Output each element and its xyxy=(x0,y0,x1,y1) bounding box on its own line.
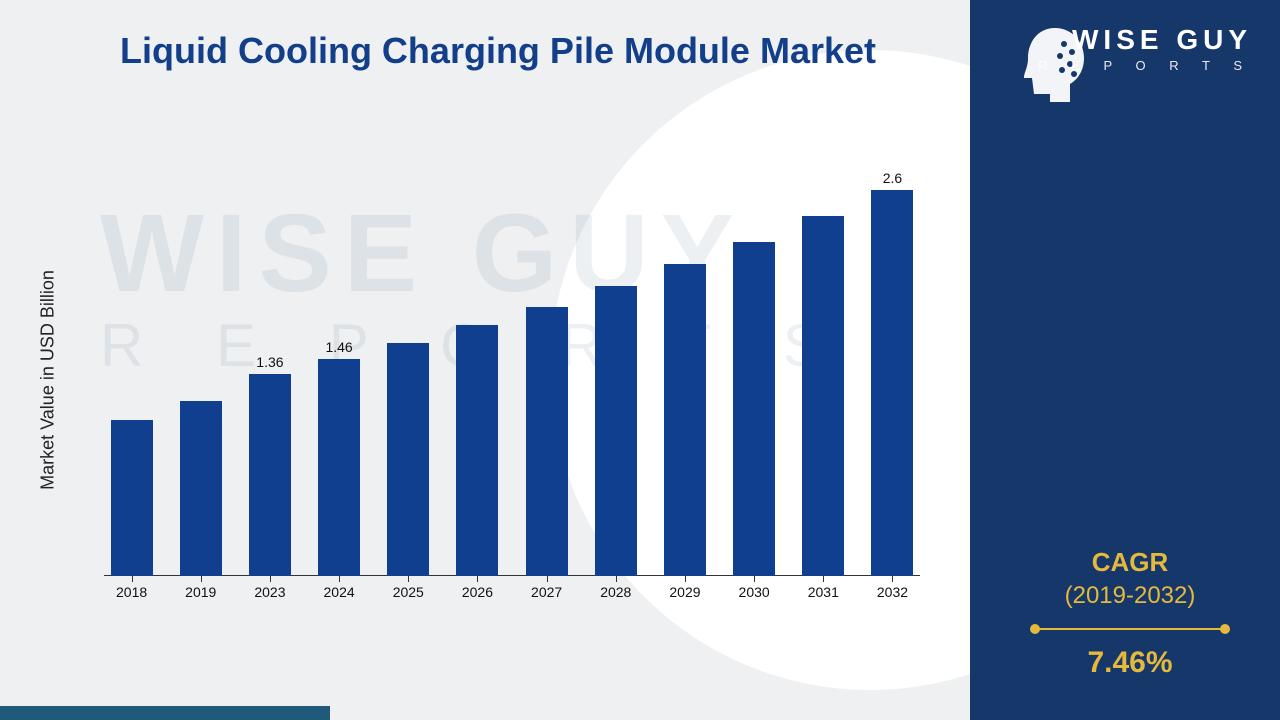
x-tick-mark xyxy=(132,576,133,582)
cagr-label: CAGR xyxy=(980,547,1280,578)
bar xyxy=(526,307,568,576)
cagr-box: CAGR (2019-2032) 7.46% xyxy=(980,547,1280,680)
x-tick-mark xyxy=(823,576,824,582)
bar xyxy=(595,286,637,576)
bar xyxy=(180,401,222,576)
cagr-period: (2019-2032) xyxy=(980,582,1280,610)
bar-chart: Market Value in USD Billion 201820192023… xyxy=(60,140,920,620)
bottom-accent-bar xyxy=(0,706,330,720)
bar xyxy=(318,359,360,576)
bar-column: 2027 xyxy=(525,160,568,576)
bar-column: 20241.46 xyxy=(318,160,361,576)
x-tick-label: 2032 xyxy=(862,584,922,600)
bars-container: 2018 2019 20231.36 20241.46 2025 2026 2027 2028… xyxy=(104,160,920,576)
x-tick-mark xyxy=(547,576,548,582)
bar-column: 2029 xyxy=(663,160,706,576)
bar-column: 20231.36 xyxy=(248,160,291,576)
x-tick-mark xyxy=(892,576,893,582)
x-tick-label: 2026 xyxy=(447,584,507,600)
cagr-divider xyxy=(1035,628,1225,630)
x-tick-label: 2019 xyxy=(171,584,231,600)
bar-column: 2031 xyxy=(802,160,845,576)
bar-value-label: 2.6 xyxy=(842,170,942,186)
y-axis-label: Market Value in USD Billion xyxy=(38,270,59,490)
x-tick-mark xyxy=(270,576,271,582)
bar-column: 2030 xyxy=(733,160,776,576)
x-tick-mark xyxy=(201,576,202,582)
bar-column: 2026 xyxy=(456,160,499,576)
x-tick-mark xyxy=(339,576,340,582)
bar-column: 20322.6 xyxy=(871,160,914,576)
bar-value-label: 1.46 xyxy=(289,339,389,355)
x-tick-mark xyxy=(408,576,409,582)
x-tick-mark xyxy=(754,576,755,582)
x-tick-mark xyxy=(477,576,478,582)
bar xyxy=(802,216,844,576)
bar xyxy=(249,374,291,576)
infographic-canvas: WISE GUY R E P O R T S Liquid Cooling Ch… xyxy=(0,0,1280,720)
plot-area: 2018 2019 20231.36 20241.46 2025 2026 2027 2028… xyxy=(104,160,920,576)
x-tick-label: 2028 xyxy=(586,584,646,600)
x-tick-label: 2018 xyxy=(102,584,162,600)
x-tick-label: 2031 xyxy=(793,584,853,600)
x-tick-label: 2024 xyxy=(309,584,369,600)
bar xyxy=(733,242,775,576)
x-tick-label: 2029 xyxy=(655,584,715,600)
x-tick-mark xyxy=(616,576,617,582)
x-tick-mark xyxy=(685,576,686,582)
bar-column: 2025 xyxy=(387,160,430,576)
x-tick-label: 2025 xyxy=(378,584,438,600)
bar-value-label: 1.36 xyxy=(220,354,320,370)
bar xyxy=(387,343,429,576)
brand-logo: WISE GUY R E P O R T S xyxy=(1038,24,1252,73)
x-tick-label: 2027 xyxy=(517,584,577,600)
page-title: Liquid Cooling Charging Pile Module Mark… xyxy=(120,30,880,71)
bar-column: 2018 xyxy=(110,160,153,576)
logo-line1: WISE GUY xyxy=(1038,24,1252,56)
x-tick-label: 2030 xyxy=(724,584,784,600)
cagr-value: 7.46% xyxy=(980,646,1280,680)
bar xyxy=(111,420,153,576)
x-tick-label: 2023 xyxy=(240,584,300,600)
bar-column: 2019 xyxy=(179,160,222,576)
logo-line2: R E P O R T S xyxy=(1038,58,1252,73)
bar xyxy=(456,325,498,576)
bar xyxy=(871,190,913,576)
bar-column: 2028 xyxy=(594,160,637,576)
bar xyxy=(664,264,706,576)
